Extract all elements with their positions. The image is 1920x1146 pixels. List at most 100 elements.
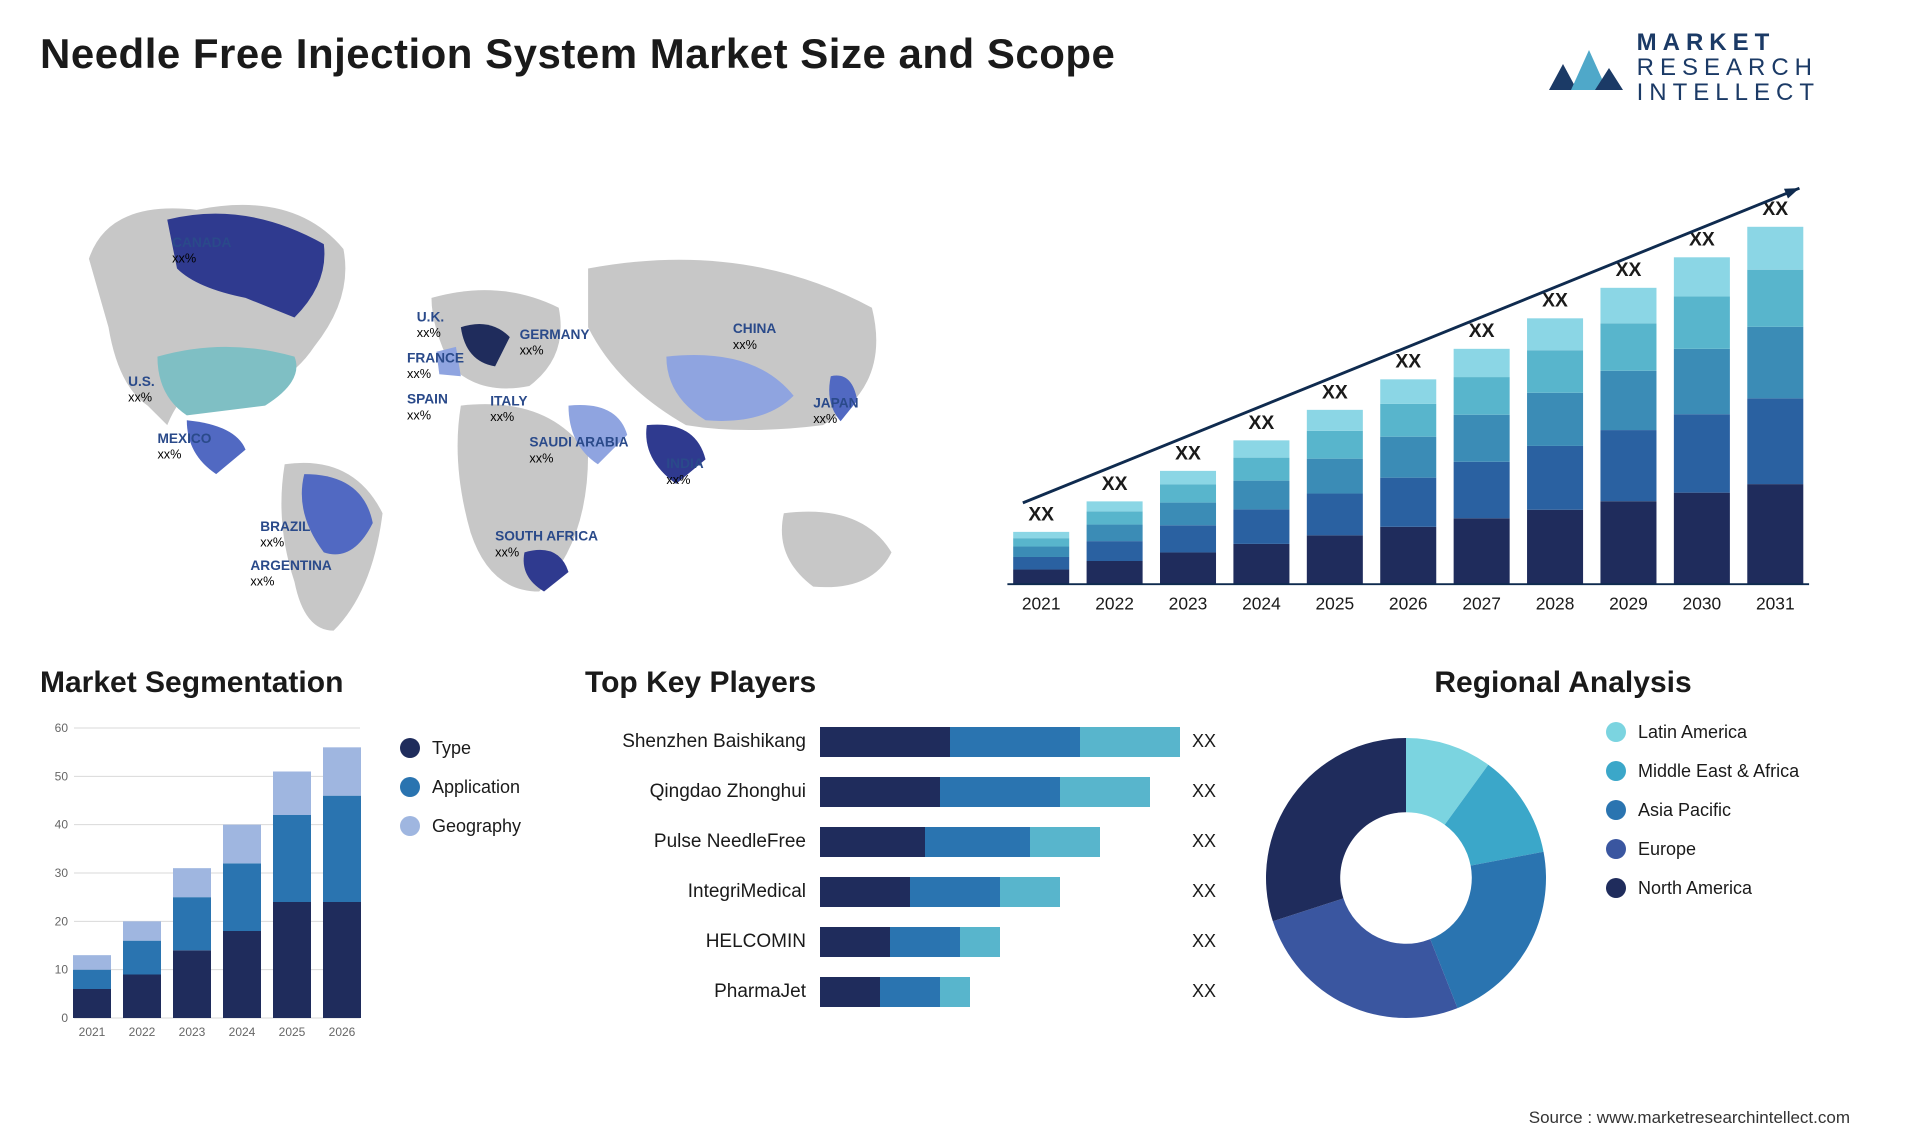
- map-country-pct: xx%: [813, 411, 837, 426]
- legend-swatch: [1606, 722, 1626, 742]
- map-country-label: SOUTH AFRICA: [495, 528, 598, 543]
- map-country-pct: xx%: [529, 450, 553, 465]
- growth-bar-year: 2022: [1095, 593, 1134, 613]
- region-legend-item: Middle East & Africa: [1606, 761, 1880, 782]
- growth-bar-seg: [1600, 370, 1656, 429]
- map-country-label: JAPAN: [813, 395, 858, 410]
- map-country-label: ARGENTINA: [250, 558, 331, 573]
- map-country-label: MEXICO: [157, 430, 211, 445]
- growth-bar-year: 2024: [1242, 593, 1281, 613]
- map-country-pct: xx%: [407, 366, 431, 381]
- growth-bar-seg: [1527, 445, 1583, 509]
- player-row: Shenzhen BaishikangXX: [585, 724, 1216, 760]
- growth-bar-seg: [1013, 538, 1069, 546]
- seg-bar-seg: [123, 921, 161, 940]
- player-row: Pulse NeedleFree XX: [585, 824, 1216, 860]
- growth-bar-seg: [1013, 531, 1069, 537]
- legend-label: Europe: [1638, 839, 1696, 860]
- seg-ytick: 20: [55, 914, 69, 928]
- growth-bar-seg: [1527, 318, 1583, 350]
- map-country-label: CANADA: [172, 235, 231, 250]
- player-value: XX: [1192, 831, 1216, 852]
- player-bar-seg: [820, 777, 940, 807]
- growth-bar-seg: [1674, 492, 1730, 584]
- player-bar-seg: [820, 877, 910, 907]
- legend-swatch: [400, 738, 420, 758]
- seg-legend-item: Application: [400, 777, 555, 798]
- seg-bar-seg: [73, 969, 111, 988]
- map-country-label: SPAIN: [407, 391, 448, 406]
- growth-bar-seg: [1600, 501, 1656, 584]
- growth-bar-seg: [1087, 524, 1143, 541]
- growth-bar-year: 2025: [1316, 593, 1355, 613]
- seg-bar-seg: [273, 815, 311, 902]
- seg-legend-item: Type: [400, 738, 555, 759]
- growth-bar-year: 2021: [1022, 593, 1061, 613]
- legend-swatch: [1606, 761, 1626, 781]
- player-name: PharmaJet: [585, 981, 820, 1003]
- legend-label: Middle East & Africa: [1638, 761, 1799, 782]
- legend-label: Geography: [432, 816, 521, 837]
- player-value: XX: [1192, 881, 1216, 902]
- map-country-label: SAUDI ARABIA: [529, 434, 628, 449]
- growth-bar-seg: [1233, 509, 1289, 544]
- player-value: XX: [1192, 731, 1216, 752]
- growth-bar-value: XX: [1395, 351, 1421, 372]
- player-row: Qingdao ZhonghuiXX: [585, 774, 1216, 810]
- brand-logo-icon: [1549, 40, 1623, 96]
- seg-xtick: 2021: [79, 1025, 106, 1039]
- growth-bar-seg: [1454, 348, 1510, 376]
- growth-bar-year: 2023: [1169, 593, 1208, 613]
- player-name: Qingdao Zhonghui: [585, 781, 820, 803]
- growth-bar-seg: [1233, 457, 1289, 480]
- player-row: IntegriMedicalXX: [585, 874, 1216, 910]
- growth-bar-seg: [1747, 226, 1803, 269]
- growth-bar-year: 2030: [1683, 593, 1722, 613]
- growth-bar-seg: [1747, 398, 1803, 484]
- seg-bar-seg: [123, 940, 161, 974]
- regional-donut: [1246, 718, 1566, 1038]
- segmentation-title: Market Segmentation: [40, 666, 555, 700]
- player-value: XX: [1192, 931, 1216, 952]
- growth-bar-seg: [1600, 323, 1656, 370]
- map-country-pct: xx%: [128, 389, 152, 404]
- legend-label: North America: [1638, 878, 1752, 899]
- player-row: HELCOMINXX: [585, 924, 1216, 960]
- segmentation-panel: Market Segmentation 01020304050602021202…: [40, 666, 555, 1086]
- players-chart: Shenzhen BaishikangXXQingdao ZhonghuiXXP…: [585, 718, 1216, 1024]
- growth-bar-seg: [1527, 509, 1583, 583]
- growth-bar-year: 2026: [1389, 593, 1428, 613]
- growth-bar-seg: [1674, 348, 1730, 413]
- player-bar-seg: [910, 877, 1000, 907]
- player-bar: [820, 927, 1180, 957]
- map-country-pct: xx%: [172, 250, 196, 265]
- growth-bar-value: XX: [1249, 412, 1275, 433]
- seg-ytick: 30: [55, 866, 69, 880]
- player-bar-seg: [820, 727, 950, 757]
- growth-bar-seg: [1087, 561, 1143, 584]
- world-map-panel: CANADAxx%U.S.xx%MEXICOxx%BRAZILxx%ARGENT…: [40, 126, 960, 646]
- player-bar-seg: [890, 927, 960, 957]
- growth-bar-seg: [1747, 326, 1803, 397]
- growth-bar-seg: [1307, 493, 1363, 535]
- growth-bar-year: 2027: [1462, 593, 1501, 613]
- seg-xtick: 2026: [329, 1025, 356, 1039]
- player-bar-seg: [925, 827, 1030, 857]
- player-name: Pulse NeedleFree: [585, 831, 820, 853]
- map-country-pct: xx%: [733, 336, 757, 351]
- region-legend-item: Latin America: [1606, 722, 1880, 743]
- growth-bar-seg: [1380, 477, 1436, 526]
- growth-bar-seg: [1600, 430, 1656, 501]
- seg-bar-seg: [223, 863, 261, 931]
- legend-swatch: [1606, 800, 1626, 820]
- legend-label: Application: [432, 777, 520, 798]
- seg-bar-seg: [323, 747, 361, 795]
- donut-slice: [1266, 738, 1406, 921]
- seg-ytick: 10: [55, 962, 69, 976]
- growth-bar-seg: [1307, 535, 1363, 584]
- player-bar: [820, 827, 1180, 857]
- growth-bar-seg: [1674, 257, 1730, 296]
- growth-bar-seg: [1380, 379, 1436, 404]
- source-attribution: Source : www.marketresearchintellect.com: [1529, 1108, 1850, 1128]
- growth-bar-seg: [1160, 502, 1216, 525]
